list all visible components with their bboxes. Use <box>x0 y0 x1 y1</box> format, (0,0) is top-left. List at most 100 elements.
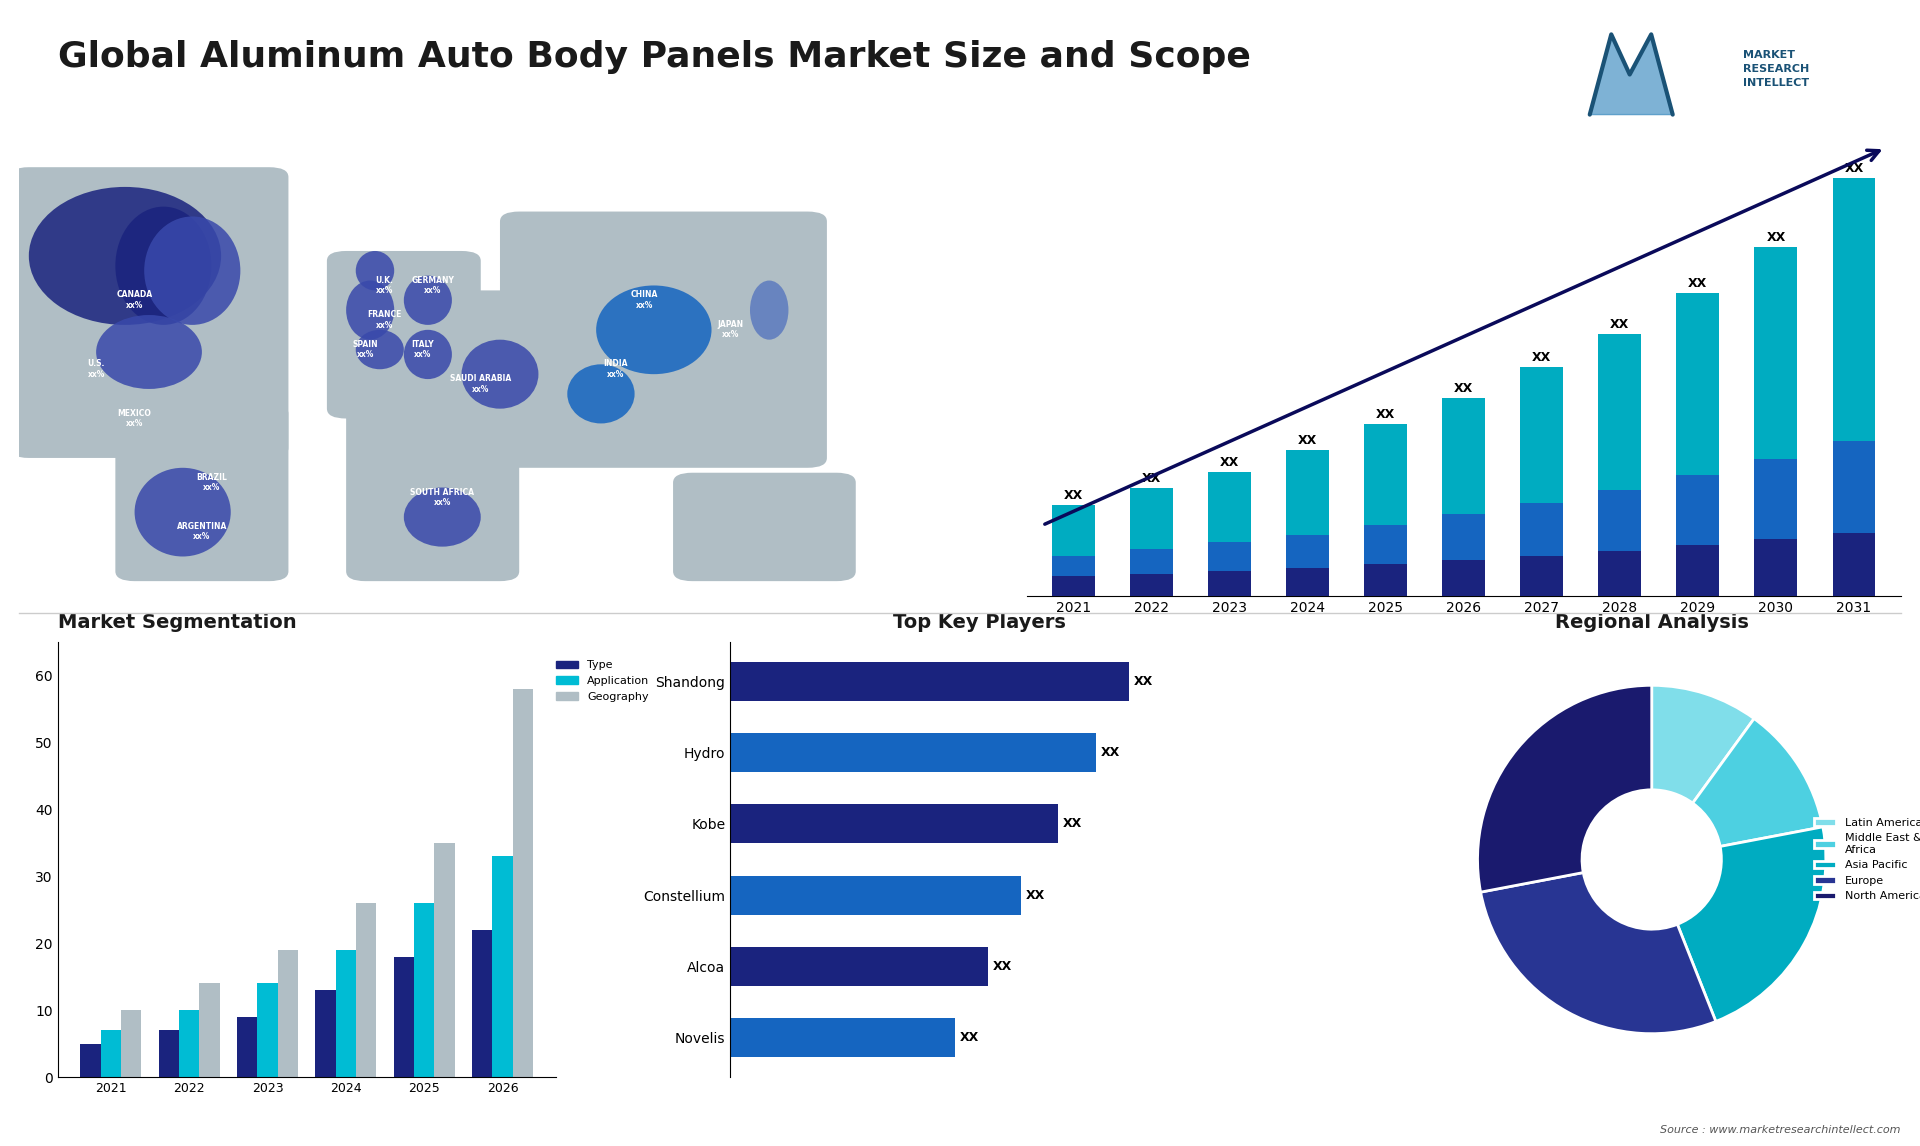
Text: GERMANY
xx%: GERMANY xx% <box>411 275 455 295</box>
Text: Market Segmentation: Market Segmentation <box>58 613 296 631</box>
Text: XX: XX <box>1766 230 1786 244</box>
Bar <box>1597 550 1642 596</box>
Bar <box>278 950 298 1077</box>
Bar <box>1208 571 1252 596</box>
Bar <box>1755 458 1797 540</box>
Bar <box>1521 503 1563 556</box>
Ellipse shape <box>144 217 240 325</box>
Bar <box>1832 440 1876 533</box>
Bar <box>100 1030 121 1077</box>
Bar <box>1131 488 1173 549</box>
Bar <box>1755 246 1797 458</box>
Bar <box>257 983 278 1077</box>
Text: Global Aluminum Auto Body Panels Market Size and Scope: Global Aluminum Auto Body Panels Market … <box>58 40 1250 74</box>
Bar <box>159 1030 179 1077</box>
Ellipse shape <box>346 281 394 339</box>
Bar <box>730 661 1129 701</box>
Bar <box>1442 398 1486 515</box>
Text: Source : www.marketresearchintellect.com: Source : www.marketresearchintellect.com <box>1661 1124 1901 1135</box>
Bar <box>1052 505 1094 556</box>
Text: ARGENTINA
xx%: ARGENTINA xx% <box>177 523 227 541</box>
FancyBboxPatch shape <box>674 472 856 581</box>
Bar <box>121 1011 142 1077</box>
Text: MEXICO
xx%: MEXICO xx% <box>117 409 152 429</box>
Bar <box>1208 472 1252 542</box>
Ellipse shape <box>134 468 230 557</box>
FancyBboxPatch shape <box>115 403 288 581</box>
Text: XX: XX <box>1298 433 1317 447</box>
Wedge shape <box>1651 685 1755 803</box>
Bar <box>179 1011 200 1077</box>
Text: INDIA
xx%: INDIA xx% <box>603 360 628 379</box>
Ellipse shape <box>403 275 451 325</box>
Bar <box>730 947 989 986</box>
Wedge shape <box>1478 685 1651 892</box>
Bar <box>1442 559 1486 596</box>
Legend: Latin America, Middle East &
Africa, Asia Pacific, Europe, North America: Latin America, Middle East & Africa, Asi… <box>1811 814 1920 905</box>
Ellipse shape <box>403 487 480 547</box>
Bar <box>394 957 415 1077</box>
Bar <box>1521 556 1563 596</box>
Bar <box>1676 545 1718 596</box>
Bar <box>315 990 336 1077</box>
Text: XX: XX <box>993 960 1012 973</box>
Text: BRAZIL
xx%: BRAZIL xx% <box>196 472 227 492</box>
Bar <box>355 903 376 1077</box>
FancyBboxPatch shape <box>499 212 828 468</box>
Text: XX: XX <box>1133 675 1152 688</box>
Ellipse shape <box>115 206 211 325</box>
Bar <box>1442 515 1486 559</box>
Title: Regional Analysis: Regional Analysis <box>1555 613 1749 631</box>
Bar <box>1832 179 1876 440</box>
Legend: Type, Application, Geography: Type, Application, Geography <box>551 656 653 706</box>
Bar <box>200 983 219 1077</box>
Text: XX: XX <box>1845 163 1864 175</box>
Bar <box>1365 525 1407 564</box>
Bar <box>492 856 513 1077</box>
Bar <box>1676 474 1718 545</box>
Text: XX: XX <box>960 1031 979 1044</box>
Wedge shape <box>1678 827 1826 1021</box>
Text: CHINA
xx%: CHINA xx% <box>630 290 659 309</box>
Bar <box>1131 549 1173 574</box>
Bar <box>1286 567 1329 596</box>
Bar <box>236 1017 257 1077</box>
FancyBboxPatch shape <box>326 251 480 418</box>
Text: CANADA
xx%: CANADA xx% <box>117 290 154 309</box>
Text: U.S.
xx%: U.S. xx% <box>88 360 106 379</box>
Ellipse shape <box>403 330 451 379</box>
Bar <box>730 1018 954 1058</box>
Bar <box>434 842 455 1077</box>
Bar <box>336 950 355 1077</box>
Ellipse shape <box>595 285 712 374</box>
Bar <box>1286 449 1329 535</box>
Bar <box>730 733 1096 772</box>
Text: U.K.
xx%: U.K. xx% <box>376 275 394 295</box>
Bar <box>1131 574 1173 596</box>
Bar <box>1676 293 1718 474</box>
Ellipse shape <box>566 364 636 424</box>
Text: XX: XX <box>1377 408 1396 422</box>
Bar <box>1521 367 1563 503</box>
Wedge shape <box>1693 719 1822 847</box>
Bar <box>1597 490 1642 550</box>
Wedge shape <box>1480 872 1716 1034</box>
Ellipse shape <box>96 315 202 388</box>
Text: SAUDI ARABIA
xx%: SAUDI ARABIA xx% <box>449 374 511 393</box>
Text: XX: XX <box>1453 382 1473 395</box>
Text: SOUTH AFRICA
xx%: SOUTH AFRICA xx% <box>411 487 474 507</box>
Bar <box>1286 535 1329 567</box>
Bar <box>1052 575 1094 596</box>
Text: XX: XX <box>1025 888 1044 902</box>
Bar <box>81 1044 100 1077</box>
Text: XX: XX <box>1688 277 1707 290</box>
Text: XX: XX <box>1100 746 1119 759</box>
Text: XX: XX <box>1064 489 1083 502</box>
FancyBboxPatch shape <box>10 167 288 458</box>
Title: Top Key Players: Top Key Players <box>893 613 1066 631</box>
Text: XX: XX <box>1142 472 1162 485</box>
Bar <box>1208 542 1252 571</box>
Bar <box>1365 564 1407 596</box>
Bar <box>415 903 434 1077</box>
Text: XX: XX <box>1219 456 1238 469</box>
